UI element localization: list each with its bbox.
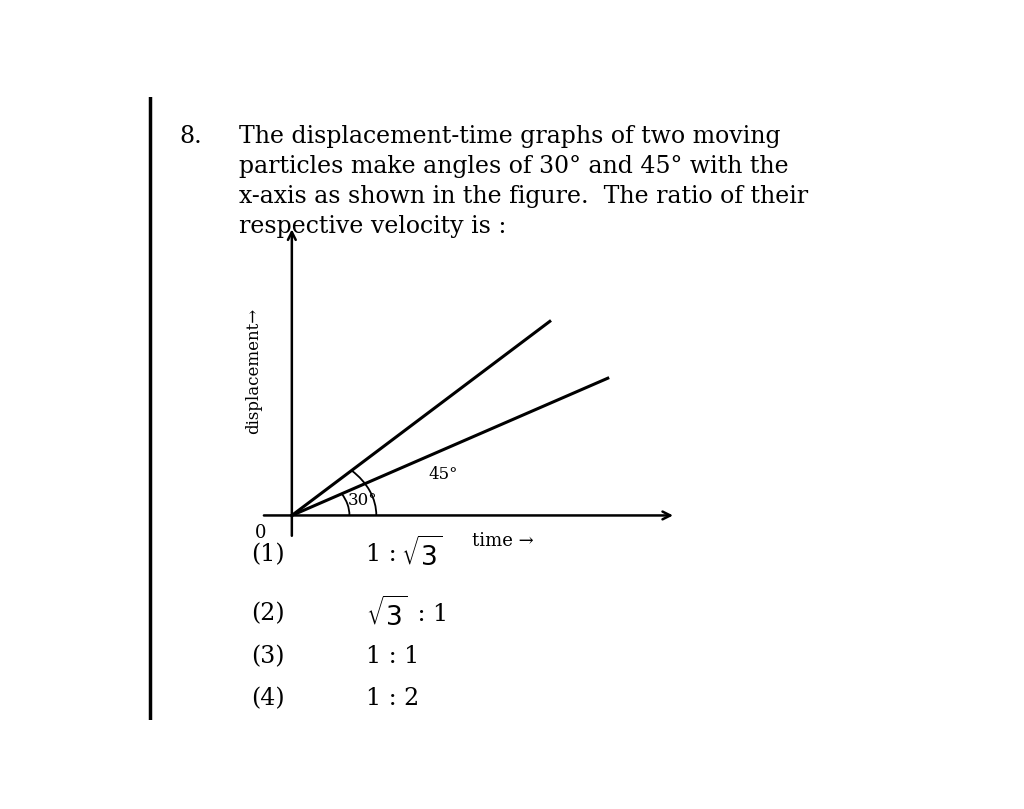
Text: (2): (2) [251, 603, 285, 625]
Text: 1 : 2: 1 : 2 [367, 688, 420, 710]
Text: 0: 0 [255, 523, 267, 542]
Text: respective velocity is :: respective velocity is : [240, 215, 507, 238]
Text: (1): (1) [251, 544, 285, 566]
Text: The displacement-time graphs of two moving: The displacement-time graphs of two movi… [240, 125, 780, 148]
Text: : 1: : 1 [410, 603, 447, 625]
Text: $\sqrt{3}$: $\sqrt{3}$ [401, 537, 442, 572]
Text: particles make angles of 30° and 45° with the: particles make angles of 30° and 45° wit… [240, 155, 788, 178]
Text: (3): (3) [251, 645, 285, 668]
Text: time →: time → [472, 532, 534, 550]
Text: (4): (4) [251, 688, 285, 710]
Text: 30°: 30° [348, 492, 378, 509]
Text: 45°: 45° [428, 466, 458, 483]
Text: $\sqrt{3}$: $\sqrt{3}$ [367, 597, 408, 632]
Text: displacement→: displacement→ [245, 308, 262, 434]
Text: x-axis as shown in the figure.  The ratio of their: x-axis as shown in the figure. The ratio… [240, 185, 808, 208]
Text: 1 : 1: 1 : 1 [367, 645, 420, 668]
Text: 1 :: 1 : [367, 544, 404, 566]
Text: 8.: 8. [179, 125, 203, 148]
